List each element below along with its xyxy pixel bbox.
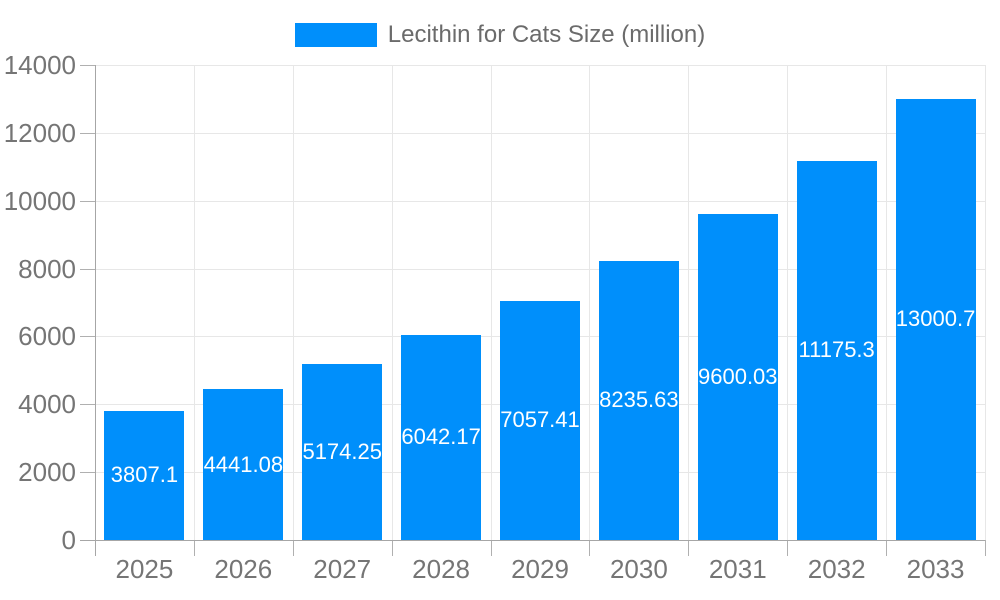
x-axis-label: 2029 — [511, 554, 569, 584]
gridline-horizontal — [95, 132, 985, 134]
y-axis-label: 12000 — [3, 117, 76, 148]
y-tick — [80, 132, 95, 134]
legend-marker — [294, 23, 377, 47]
x-tick — [688, 540, 689, 556]
x-axis-label: 2030 — [609, 554, 668, 584]
y-tick — [80, 472, 95, 474]
y-tick — [80, 268, 95, 270]
bar — [500, 300, 580, 540]
gridline-vertical — [688, 65, 689, 540]
x-axis-label: 2027 — [313, 554, 372, 584]
x-tick — [886, 540, 887, 556]
bar-value-label: 4441.08 — [203, 451, 284, 477]
bar — [598, 260, 679, 540]
x-axis-label: 2025 — [115, 554, 174, 584]
gridline-vertical — [886, 65, 887, 540]
gridline-vertical — [194, 65, 195, 540]
bar — [302, 364, 383, 540]
y-axis-label: 8000 — [18, 253, 76, 284]
x-axis-label: 2026 — [214, 554, 273, 584]
bar-value-label: 8235.63 — [599, 387, 679, 413]
bar — [401, 334, 482, 540]
y-axis-label: 10000 — [3, 185, 76, 216]
bar — [895, 98, 976, 540]
y-tick — [80, 404, 95, 406]
x-tick — [491, 540, 492, 556]
gridline-horizontal — [95, 268, 985, 270]
gridline-horizontal — [95, 65, 985, 66]
x-tick — [985, 540, 986, 556]
plot-area: 3807.1 4441.08 5174.25 6042.17 7057.41 8235.6… — [95, 65, 986, 540]
x-axis-label: 2032 — [807, 554, 866, 584]
gridline-vertical — [293, 65, 294, 540]
bar-value-label: 5174.25 — [302, 439, 382, 465]
bar-value-label: 7057.41 — [500, 407, 580, 433]
y-axis-label: 14000 — [3, 50, 76, 80]
gridline-vertical — [589, 65, 590, 540]
bar — [697, 214, 778, 540]
gridline-vertical — [491, 65, 492, 540]
y-tick — [80, 65, 95, 66]
gridline-vertical — [787, 65, 788, 540]
x-axis-label: 2033 — [906, 554, 965, 584]
bar — [104, 410, 185, 540]
bar-value-label: 6042.17 — [401, 424, 481, 450]
legend-label: Lecithin for Cats Size (million) — [387, 21, 706, 48]
y-tick — [80, 200, 95, 202]
legend-item[interactable]: Lecithin for Cats Size (million) — [0, 21, 1000, 49]
x-tick — [787, 540, 788, 556]
x-tick — [293, 540, 294, 556]
bar-value-label: 11175.3 — [798, 337, 875, 363]
bar-value-label: 3807.1 — [110, 462, 179, 488]
x-axis-label: 2028 — [412, 554, 471, 584]
bar — [203, 389, 284, 540]
bar-value-label: 9600.03 — [698, 364, 778, 390]
x-axis-label: 2031 — [708, 554, 767, 584]
y-axis-label: 2000 — [18, 457, 76, 488]
gridline-vertical — [392, 65, 393, 540]
y-axis-line — [95, 65, 96, 556]
gridline-horizontal — [95, 200, 985, 202]
y-axis-label: 4000 — [18, 389, 76, 420]
y-tick — [80, 336, 95, 338]
bar — [796, 160, 877, 540]
gridline-vertical — [985, 65, 986, 540]
y-axis-label: 6000 — [18, 321, 76, 352]
x-tick — [194, 540, 195, 556]
x-axis-line — [80, 540, 985, 541]
y-axis-label: 0 — [61, 525, 76, 555]
bar-value-label: 13000.7 — [895, 306, 976, 332]
x-tick — [589, 540, 590, 556]
x-tick — [392, 540, 393, 556]
